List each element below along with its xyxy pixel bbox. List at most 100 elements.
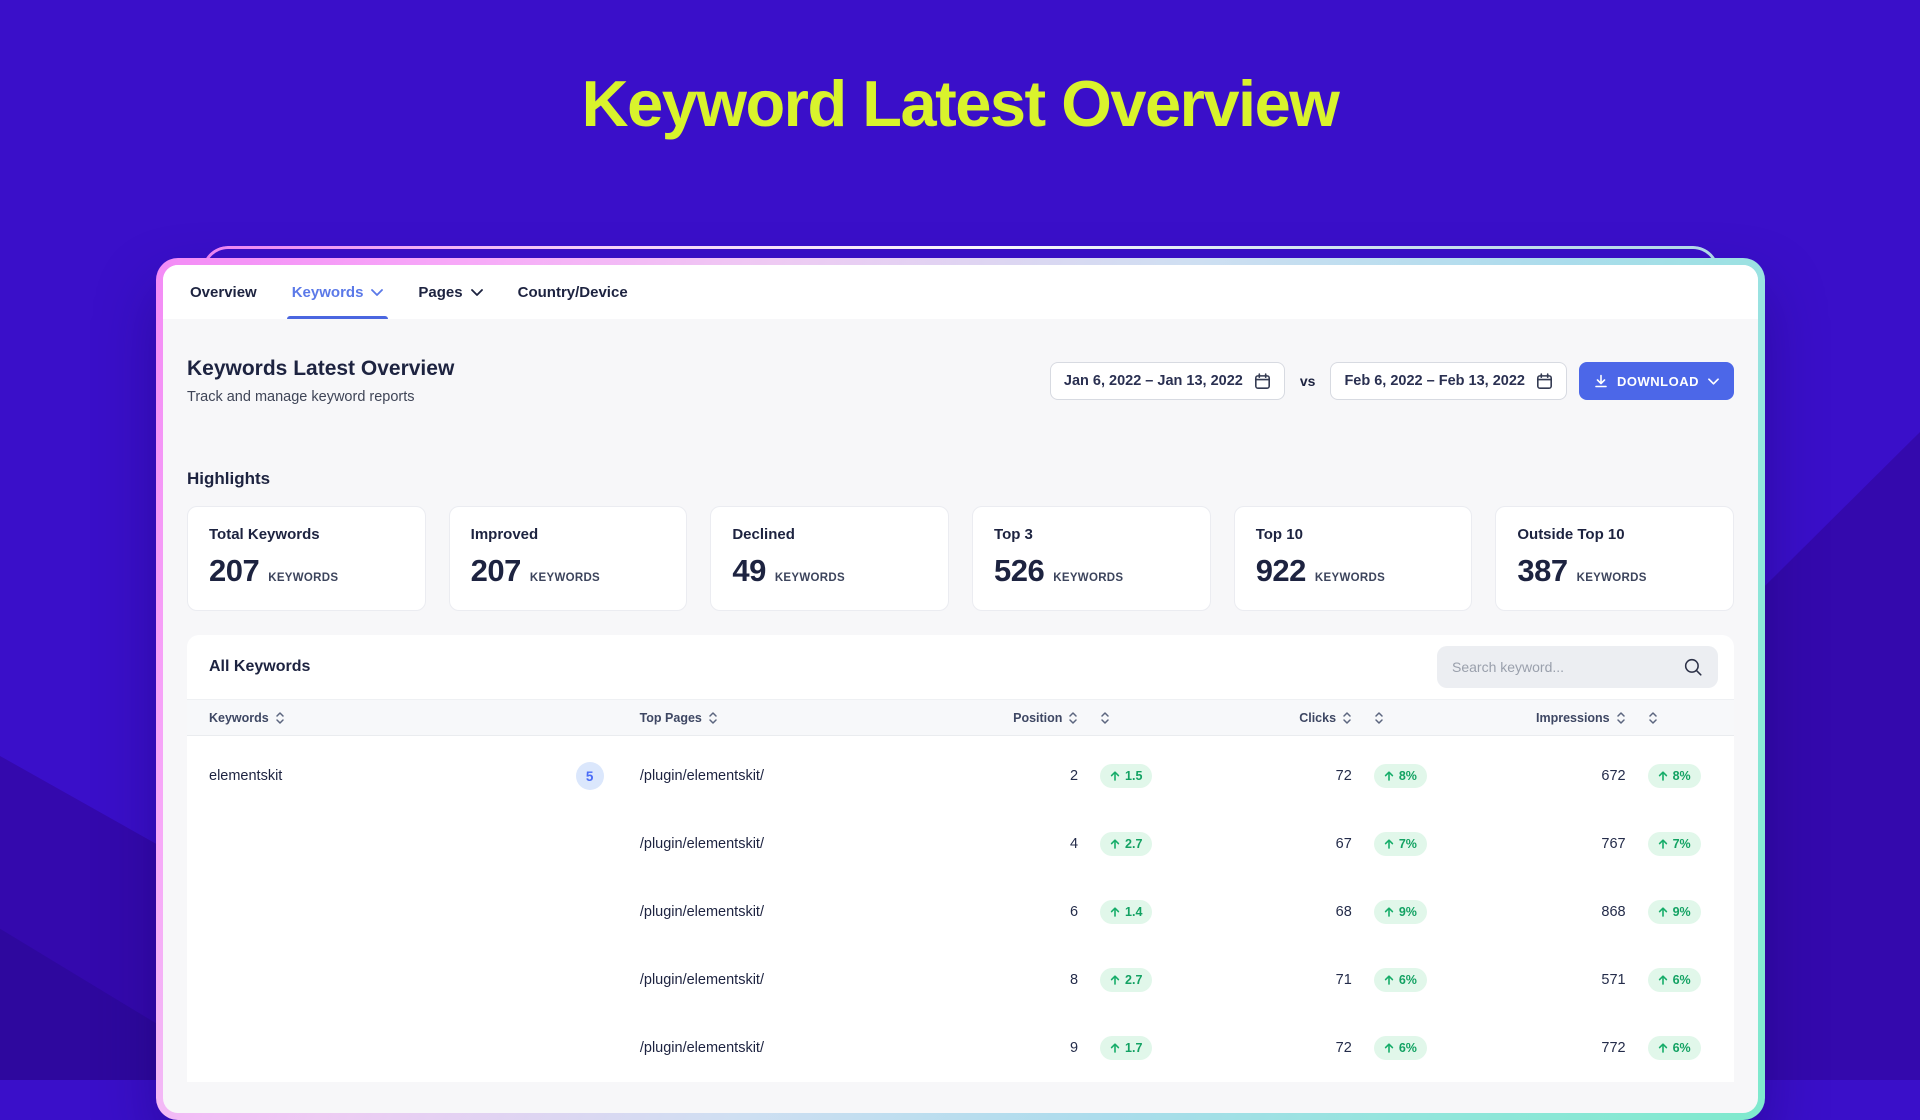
tab-label: Overview bbox=[190, 283, 257, 301]
table-row: /plugin/elementskit/ 8 2.7 71 6% bbox=[187, 946, 1734, 1014]
table-header-row: Keywords Top Pages Position bbox=[187, 699, 1734, 736]
column-header-clicks-change[interactable] bbox=[1366, 711, 1438, 725]
highlight-card-top-3: Top 3 526 KEYWORDS bbox=[972, 506, 1211, 611]
keyword-cell[interactable]: elementskit bbox=[209, 768, 283, 784]
up-arrow-icon bbox=[1110, 907, 1120, 917]
column-header-impressions-change[interactable] bbox=[1640, 711, 1712, 725]
sort-icon[interactable] bbox=[1100, 711, 1110, 725]
date-range-1-value: Jan 6, 2022 – Jan 13, 2022 bbox=[1063, 373, 1243, 389]
up-arrow-icon bbox=[1658, 1043, 1668, 1053]
sort-icon[interactable] bbox=[1648, 711, 1658, 725]
download-button[interactable]: DOWNLOAD bbox=[1579, 362, 1734, 400]
highlight-value: 49 bbox=[732, 553, 766, 588]
impressions-value: 767 bbox=[1601, 836, 1626, 852]
sort-icon[interactable] bbox=[1068, 711, 1078, 725]
highlight-value: 207 bbox=[209, 553, 260, 588]
clicks-value: 67 bbox=[1335, 836, 1352, 852]
dashboard-card: Overview Keywords Pages Country/Device bbox=[163, 265, 1758, 1113]
table-title: All Keywords bbox=[209, 658, 311, 675]
impressions-value: 868 bbox=[1601, 904, 1626, 920]
highlights-title: Highlights bbox=[187, 469, 271, 488]
download-button-label: DOWNLOAD bbox=[1617, 373, 1699, 389]
top-page-link[interactable]: /plugin/elementskit/ bbox=[639, 972, 764, 988]
sort-icon[interactable] bbox=[708, 711, 718, 725]
sort-icon[interactable] bbox=[1616, 711, 1626, 725]
column-header-keywords[interactable]: Keywords bbox=[209, 711, 560, 725]
top-page-link[interactable]: /plugin/elementskit/ bbox=[639, 1040, 764, 1056]
column-header-position[interactable]: Position bbox=[1013, 711, 1078, 725]
all-keywords-panel: All Keywords Keywords bbox=[187, 635, 1734, 1082]
position-change-badge: 1.4 bbox=[1100, 900, 1153, 924]
impressions-change-badge: 7% bbox=[1647, 832, 1701, 856]
date-range-picker-1[interactable]: Jan 6, 2022 – Jan 13, 2022 bbox=[1049, 362, 1285, 400]
highlight-label: Top 3 bbox=[994, 526, 1033, 543]
clicks-change-badge: 6% bbox=[1373, 968, 1427, 992]
tab-pages[interactable]: Pages bbox=[418, 265, 483, 319]
table-row: /plugin/elementskit/ 6 1.4 68 9% bbox=[187, 878, 1734, 946]
column-header-clicks[interactable]: Clicks bbox=[1165, 711, 1352, 725]
highlights-row: Total Keywords 207 KEYWORDS Improved 207… bbox=[187, 506, 1735, 611]
table-panel-header: All Keywords bbox=[187, 635, 1734, 699]
search-input[interactable] bbox=[1452, 659, 1675, 675]
top-page-link[interactable]: /plugin/elementskit/ bbox=[639, 768, 764, 784]
impressions-change-badge: 8% bbox=[1647, 764, 1701, 788]
page-background: { "page_title": "Keyword Latest Overview… bbox=[0, 67, 1920, 1120]
search-icon[interactable] bbox=[1683, 657, 1703, 677]
top-page-link[interactable]: /plugin/elementskit/ bbox=[639, 836, 764, 852]
column-header-impressions[interactable]: Impressions bbox=[1438, 711, 1625, 725]
calendar-icon bbox=[1536, 372, 1553, 390]
tab-keywords[interactable]: Keywords bbox=[286, 265, 389, 319]
impressions-value: 672 bbox=[1601, 768, 1626, 784]
up-arrow-icon bbox=[1110, 975, 1120, 985]
highlight-unit: KEYWORDS bbox=[1314, 572, 1386, 584]
tab-overview[interactable]: Overview bbox=[190, 265, 257, 319]
chevron-down-icon bbox=[371, 288, 384, 296]
position-value: 2 bbox=[1069, 768, 1079, 784]
highlight-label: Total Keywords bbox=[209, 526, 320, 543]
clicks-value: 68 bbox=[1335, 904, 1352, 920]
search-box[interactable] bbox=[1437, 646, 1718, 688]
table-row: /plugin/elementskit/ 4 2.7 67 7% bbox=[187, 810, 1734, 878]
clicks-value: 72 bbox=[1335, 768, 1352, 784]
tab-label: Pages bbox=[418, 283, 463, 301]
highlight-unit: KEYWORDS bbox=[1053, 572, 1124, 584]
panel-header-text: Keywords Latest Overview Track and manag… bbox=[187, 357, 454, 405]
position-change-badge: 1.5 bbox=[1100, 764, 1153, 788]
date-range-picker-2[interactable]: Feb 6, 2022 – Feb 13, 2022 bbox=[1330, 362, 1567, 400]
panel-header: Keywords Latest Overview Track and manag… bbox=[187, 357, 1734, 405]
highlight-card-declined: Declined 49 KEYWORDS bbox=[710, 506, 950, 611]
up-arrow-icon bbox=[1658, 771, 1668, 781]
position-value: 8 bbox=[1069, 972, 1079, 988]
clicks-value: 72 bbox=[1335, 1040, 1352, 1056]
table-row: /plugin/elementskit/ 9 1.7 72 6% bbox=[187, 1014, 1734, 1082]
vs-label: vs bbox=[1299, 373, 1316, 389]
panel-title: Keywords Latest Overview bbox=[187, 357, 455, 380]
clicks-change-badge: 9% bbox=[1373, 900, 1427, 924]
top-page-link[interactable]: /plugin/elementskit/ bbox=[639, 904, 764, 920]
up-arrow-icon bbox=[1658, 839, 1668, 849]
impressions-change-badge: 9% bbox=[1647, 900, 1701, 924]
download-icon bbox=[1594, 374, 1608, 388]
tab-country-device[interactable]: Country/Device bbox=[518, 265, 628, 319]
up-arrow-icon bbox=[1384, 975, 1394, 985]
column-label: Keywords bbox=[209, 710, 269, 725]
position-change-badge: 1.7 bbox=[1100, 1036, 1153, 1060]
tab-label: Country/Device bbox=[517, 283, 628, 301]
impressions-value: 571 bbox=[1601, 972, 1626, 988]
highlight-unit: KEYWORDS bbox=[268, 572, 339, 584]
column-header-position-change[interactable] bbox=[1092, 711, 1164, 725]
calendar-icon bbox=[1254, 372, 1271, 390]
up-arrow-icon bbox=[1384, 1043, 1394, 1053]
highlight-value: 207 bbox=[470, 553, 522, 588]
highlight-label: Top 10 bbox=[1255, 526, 1303, 543]
clicks-change-badge: 8% bbox=[1373, 764, 1427, 788]
up-arrow-icon bbox=[1384, 839, 1394, 849]
column-header-top-pages[interactable]: Top Pages bbox=[640, 711, 1014, 725]
column-label: Impressions bbox=[1536, 710, 1610, 725]
sort-icon[interactable] bbox=[1374, 711, 1384, 725]
sort-icon[interactable] bbox=[275, 711, 285, 725]
position-value: 9 bbox=[1069, 1040, 1079, 1056]
keyword-count-badge[interactable]: 5 bbox=[575, 762, 604, 790]
up-arrow-icon bbox=[1658, 907, 1668, 917]
sort-icon[interactable] bbox=[1342, 711, 1352, 725]
